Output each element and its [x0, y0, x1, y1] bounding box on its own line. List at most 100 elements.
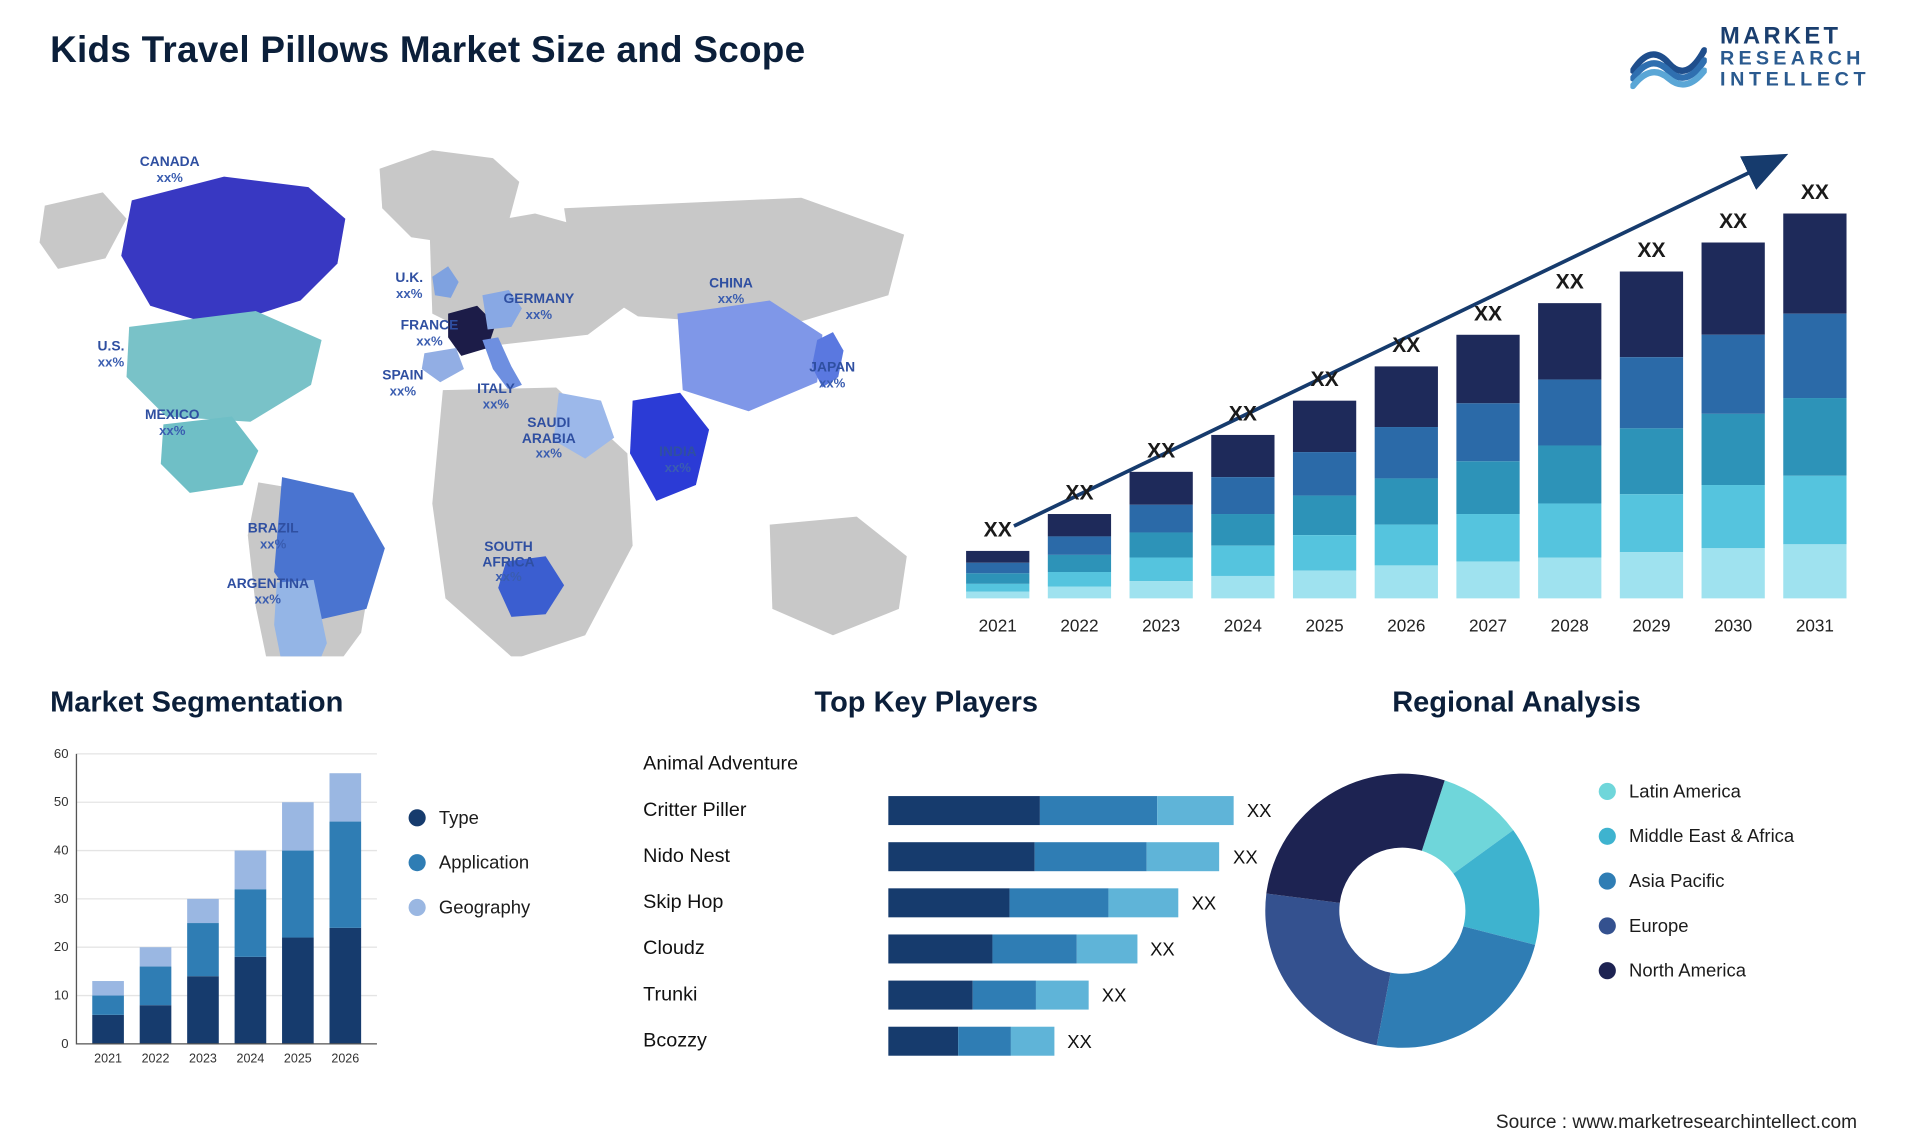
- seg-bar-seg: [92, 981, 124, 995]
- regional-heading: Regional Analysis: [1392, 685, 1641, 719]
- map-region-alaska: [40, 192, 127, 268]
- region-legend-item: Latin America: [1599, 780, 1794, 801]
- growth-bar-label: XX: [984, 519, 1012, 543]
- player-bar: [888, 888, 1178, 917]
- player-value: XX: [1150, 938, 1175, 959]
- growth-bar-label: XX: [1392, 335, 1420, 359]
- svg-text:50: 50: [54, 794, 69, 809]
- segmentation-heading: Market Segmentation: [50, 685, 343, 719]
- player-row: Animal Adventure: [643, 741, 1302, 787]
- map-region-canada: [121, 177, 345, 327]
- svg-text:0: 0: [61, 1036, 68, 1051]
- map-label-mexico: MEXICOxx%: [145, 409, 200, 439]
- region-legend-item: Asia Pacific: [1599, 870, 1794, 891]
- player-bar: [888, 934, 1137, 963]
- svg-text:20: 20: [54, 939, 69, 954]
- growth-xlabel: 2025: [1293, 616, 1356, 636]
- player-bar: [888, 1026, 1054, 1055]
- growth-bar-label: XX: [1719, 211, 1747, 235]
- regional-donut: [1251, 759, 1554, 1062]
- seg-bar-seg: [282, 938, 314, 1044]
- svg-text:60: 60: [54, 746, 69, 761]
- seg-legend-item: Geography: [409, 896, 531, 917]
- svg-text:30: 30: [54, 891, 69, 906]
- growth-bar-2030: XX: [1702, 243, 1765, 599]
- map-label-saudi-arabia: SAUDIARABIAxx%: [522, 416, 576, 461]
- map-label-canada: CANADAxx%: [140, 156, 200, 186]
- map-label-india: INDIAxx%: [659, 445, 697, 475]
- map-region-spain: [422, 348, 464, 382]
- player-row: Critter PillerXX: [643, 787, 1302, 833]
- logo-row1: MARKET: [1720, 24, 1870, 49]
- regional-legend: Latin AmericaMiddle East & AfricaAsia Pa…: [1599, 780, 1794, 980]
- map-label-south-africa: SOUTHAFRICAxx%: [482, 540, 534, 585]
- growth-xlabel: 2028: [1538, 616, 1601, 636]
- growth-bar-label: XX: [1311, 369, 1339, 393]
- donut-slice: [1265, 894, 1390, 1046]
- region-legend-item: Europe: [1599, 915, 1794, 936]
- player-value: XX: [1102, 984, 1127, 1005]
- svg-text:10: 10: [54, 987, 69, 1002]
- growth-bar-2024: XX: [1211, 435, 1274, 598]
- player-row: CloudzXX: [643, 925, 1302, 971]
- growth-xlabel: 2026: [1375, 616, 1438, 636]
- player-value: XX: [1192, 892, 1217, 913]
- growth-bar-2027: XX: [1456, 335, 1519, 599]
- player-name: Animal Adventure: [643, 753, 888, 775]
- growth-xlabel: 2030: [1702, 616, 1765, 636]
- player-value: XX: [1067, 1030, 1092, 1051]
- map-label-germany: GERMANYxx%: [503, 293, 574, 323]
- player-name: Nido Nest: [643, 845, 888, 867]
- logo-text: MARKET RESEARCH INTELLECT: [1720, 24, 1870, 90]
- regional-block: Latin AmericaMiddle East & AfricaAsia Pa…: [1269, 722, 1849, 1117]
- players-block: Animal AdventureCritter PillerXXNido Nes…: [643, 733, 1302, 1128]
- player-name: Critter Piller: [643, 799, 888, 821]
- growth-bar-label: XX: [1147, 440, 1175, 464]
- growth-xlabel: 2024: [1211, 616, 1274, 636]
- svg-text:2026: 2026: [331, 1051, 359, 1065]
- growth-bar-2023: XX: [1130, 472, 1193, 599]
- growth-chart: XXXXXXXXXXXXXXXXXXXXXX 20212022202320242…: [958, 148, 1854, 636]
- player-row: BcozzyXX: [643, 1017, 1302, 1063]
- map-label-italy: ITALYxx%: [477, 382, 515, 412]
- growth-xlabel: 2029: [1620, 616, 1683, 636]
- map-region-usa: [127, 311, 322, 422]
- growth-bar-2028: XX: [1538, 303, 1601, 598]
- seg-bar-seg: [282, 851, 314, 938]
- map-label-china: CHINAxx%: [709, 277, 753, 307]
- svg-text:2025: 2025: [284, 1051, 312, 1065]
- seg-bar-seg: [92, 996, 124, 1015]
- growth-bar-2025: XX: [1293, 401, 1356, 599]
- seg-bar-seg: [330, 928, 362, 1044]
- logo-row2: RESEARCH: [1720, 49, 1870, 70]
- map-label-argentina: ARGENTINAxx%: [227, 577, 309, 607]
- seg-bar-seg: [235, 957, 267, 1044]
- growth-bar-label: XX: [1065, 482, 1093, 506]
- logo-row3: INTELLECT: [1720, 69, 1870, 90]
- svg-text:40: 40: [54, 843, 69, 858]
- seg-bar-seg: [140, 967, 172, 1006]
- svg-text:2021: 2021: [94, 1051, 122, 1065]
- growth-bar-2026: XX: [1375, 366, 1438, 598]
- player-row: TrunkiXX: [643, 971, 1302, 1017]
- players-heading: Top Key Players: [815, 685, 1038, 719]
- growth-bar-label: XX: [1801, 182, 1829, 206]
- seg-bar-seg: [140, 1005, 172, 1044]
- growth-bar-label: XX: [1229, 403, 1257, 427]
- player-row: Skip HopXX: [643, 879, 1302, 925]
- seg-bar-seg: [187, 923, 219, 976]
- seg-bar-seg: [282, 802, 314, 850]
- map-label-france: FRANCExx%: [401, 319, 459, 349]
- seg-bar-seg: [140, 947, 172, 966]
- player-bar: [888, 795, 1233, 824]
- growth-bar-label: XX: [1637, 240, 1665, 264]
- player-bar: [888, 842, 1219, 871]
- world-map: CANADAxx%U.S.xx%MEXICOxx%BRAZILxx%ARGENT…: [37, 129, 946, 656]
- svg-text:2022: 2022: [142, 1051, 170, 1065]
- source-text: Source : www.marketresearchintellect.com: [1496, 1112, 1857, 1133]
- seg-legend-item: Type: [409, 807, 531, 828]
- seg-bar-seg: [330, 773, 362, 821]
- map-region-australia: [770, 517, 907, 636]
- seg-bar-seg: [235, 851, 267, 890]
- segmentation-chart: 202120222023202420252026 0102030405060: [40, 746, 383, 1078]
